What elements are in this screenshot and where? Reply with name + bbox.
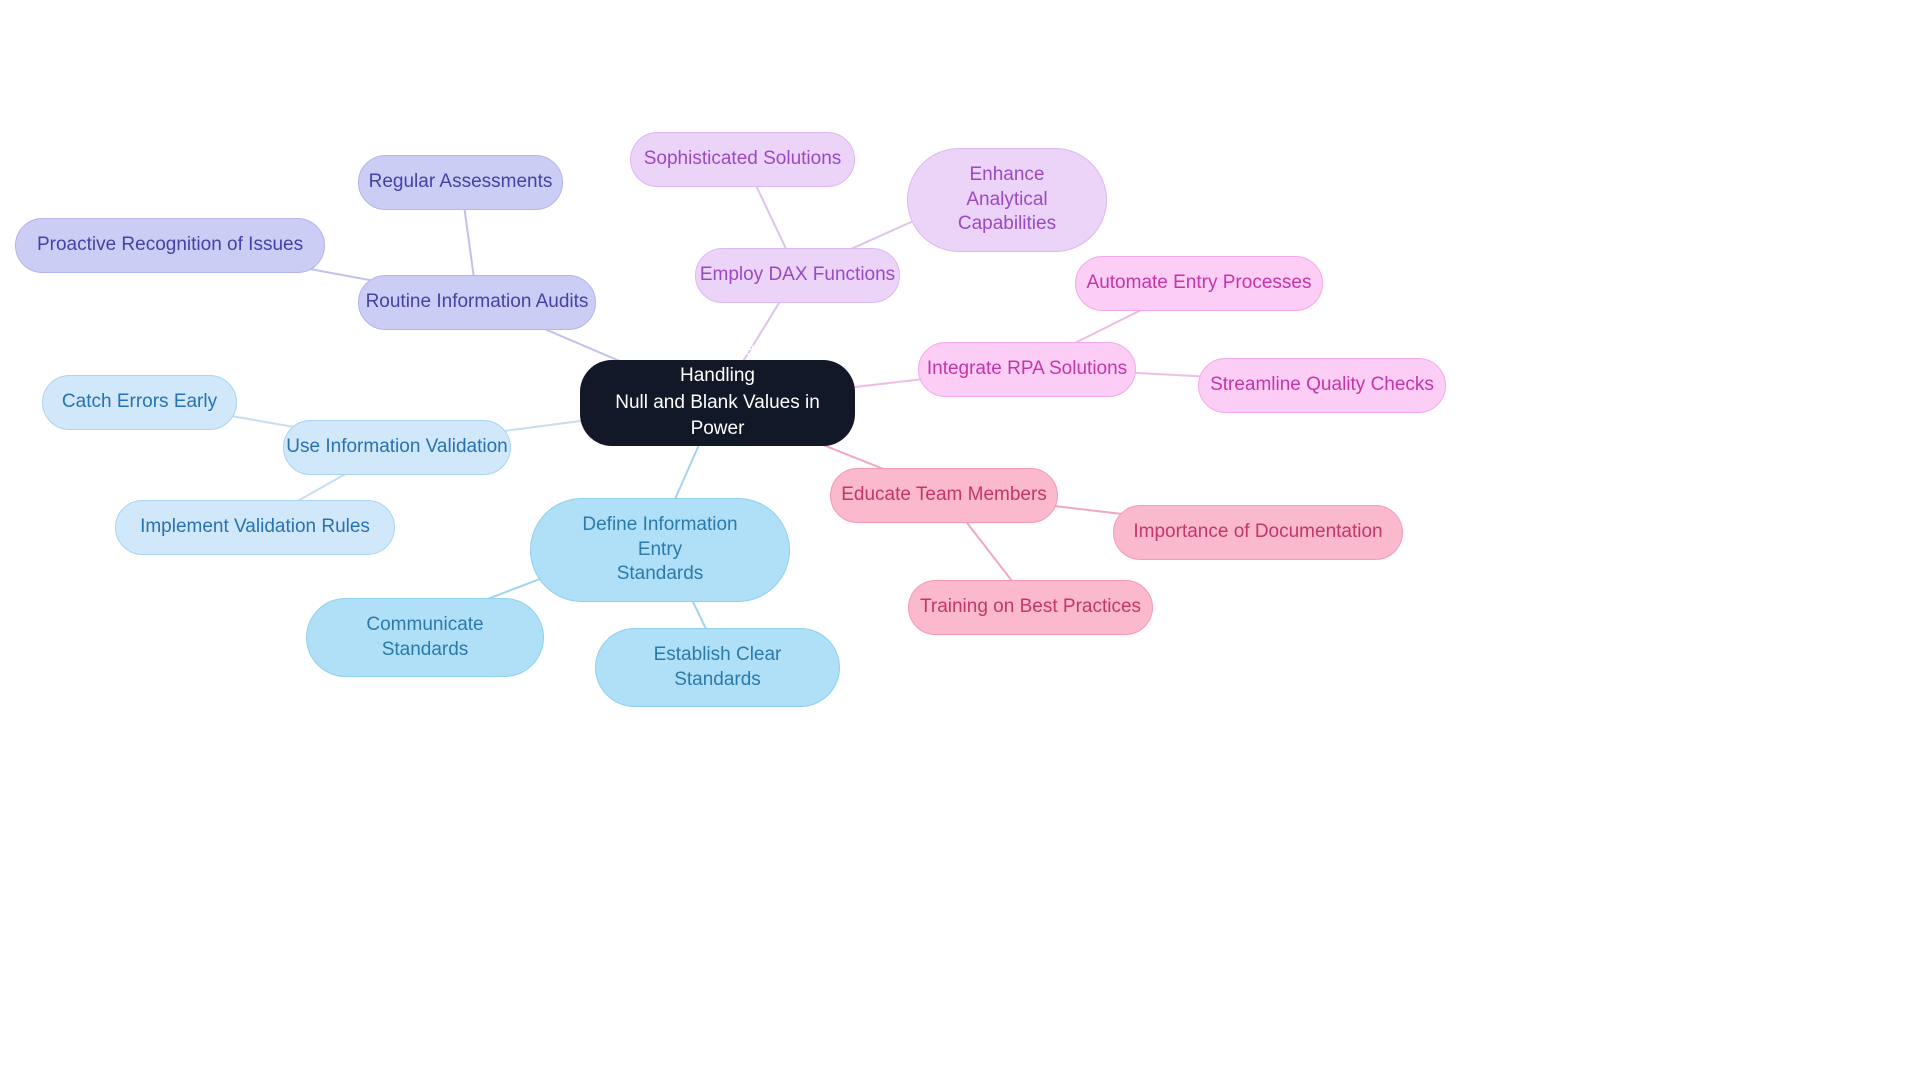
leaf-validation-0: Catch Errors Early: [42, 375, 237, 430]
branch-rpa: Integrate RPA Solutions: [918, 342, 1136, 397]
branch-dax: Employ DAX Functions: [695, 248, 900, 303]
leaf-rpa-0: Automate Entry Processes: [1075, 256, 1323, 311]
leaf-audits-1: Proactive Recognition of Issues: [15, 218, 325, 273]
branch-validation: Use Information Validation: [283, 420, 511, 475]
leaf-rpa-1: Streamline Quality Checks: [1198, 358, 1446, 413]
branch-audits: Routine Information Audits: [358, 275, 596, 330]
branch-educate: Educate Team Members: [830, 468, 1058, 523]
leaf-validation-1: Implement Validation Rules: [115, 500, 395, 555]
leaf-audits-0: Regular Assessments: [358, 155, 563, 210]
leaf-standards-1: Establish Clear Standards: [595, 628, 840, 707]
leaf-educate-1: Training on Best Practices: [908, 580, 1153, 635]
center-node: Best Practices for HandlingNull and Blan…: [580, 360, 855, 446]
leaf-standards-0: Communicate Standards: [306, 598, 544, 677]
leaf-educate-0: Importance of Documentation: [1113, 505, 1403, 560]
branch-standards: Define Information EntryStandards: [530, 498, 790, 602]
leaf-dax-1: Enhance AnalyticalCapabilities: [907, 148, 1107, 252]
leaf-dax-0: Sophisticated Solutions: [630, 132, 855, 187]
